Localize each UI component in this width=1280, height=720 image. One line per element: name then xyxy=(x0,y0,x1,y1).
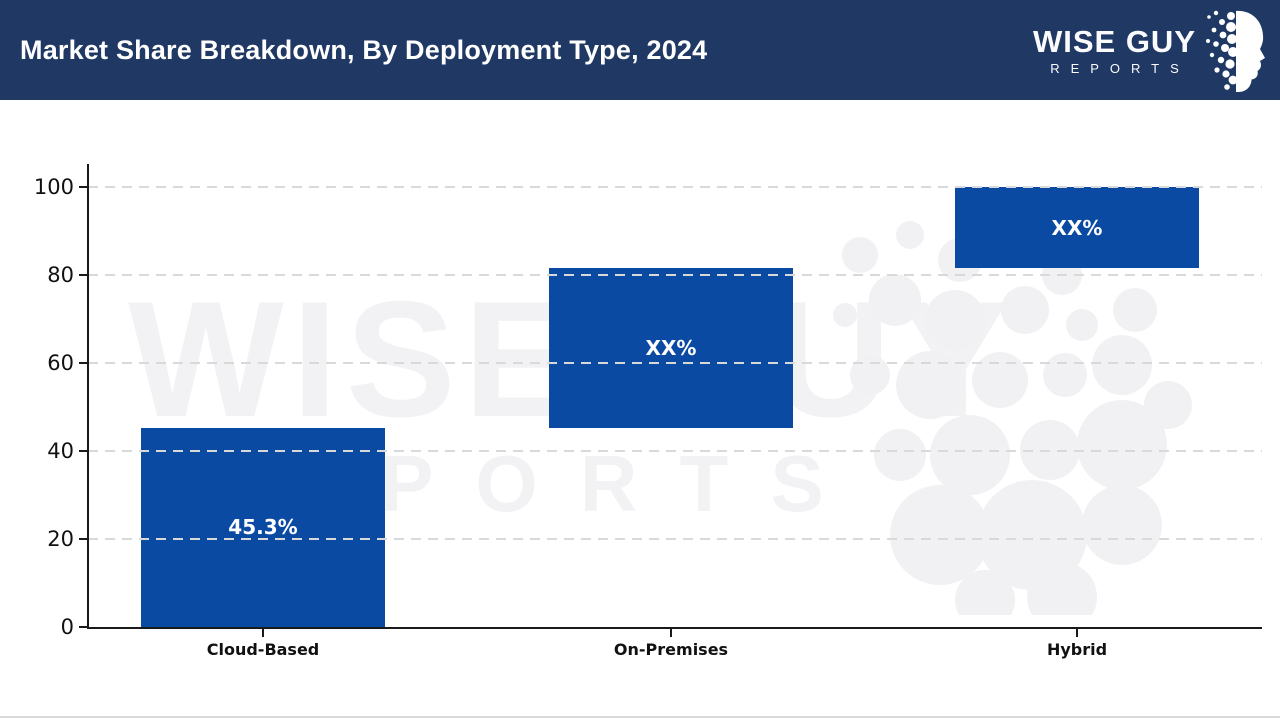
bar-cloud-based xyxy=(141,427,385,627)
page-title: Market Share Breakdown, By Deployment Ty… xyxy=(20,34,708,65)
dotted-head-profile-icon xyxy=(1206,10,1265,92)
y-tick-label: 20 xyxy=(47,527,74,551)
logo-subtitle: REPORTS xyxy=(1050,61,1190,76)
x-tick xyxy=(1076,629,1078,637)
wise-guy-reports-logo: WISE GUY REPORTS xyxy=(1033,6,1266,96)
y-tick-label: 0 xyxy=(60,615,74,639)
y-tick xyxy=(79,450,87,452)
bar-hybrid xyxy=(955,187,1199,269)
x-axis-line xyxy=(87,627,1262,629)
y-tick xyxy=(79,362,87,364)
x-tick-label: On-Premises xyxy=(613,640,729,659)
gridline-40 xyxy=(88,450,1262,452)
y-tick xyxy=(79,274,87,276)
bottom-divider xyxy=(0,716,1280,718)
bar-on-premises xyxy=(549,268,793,428)
y-axis-line xyxy=(87,164,89,629)
bar-value-label: XX% xyxy=(645,336,697,361)
y-tick-label: 80 xyxy=(47,263,74,287)
bar-value-label: XX% xyxy=(1051,215,1103,240)
logo-wordmark: WISE GUY xyxy=(1032,24,1196,59)
header-bar: Market Share Breakdown, By Deployment Ty… xyxy=(0,0,1280,100)
x-tick-label: Hybrid xyxy=(1046,640,1108,659)
y-tick-label: 100 xyxy=(33,175,74,199)
x-tick xyxy=(670,629,672,637)
y-tick xyxy=(79,186,87,188)
logo-text: WISE GUY REPORTS xyxy=(1033,25,1196,77)
bar-value-label: 45.3% xyxy=(228,515,298,540)
gridline-60 xyxy=(88,362,1262,364)
y-tick xyxy=(79,538,87,540)
y-tick-label: 60 xyxy=(47,351,74,375)
x-tick xyxy=(262,629,264,637)
y-tick-label: 40 xyxy=(47,439,74,463)
gridline-80 xyxy=(88,274,1262,276)
gridline-20 xyxy=(88,538,1262,540)
gridline-100 xyxy=(88,186,1262,188)
x-tick-label: Cloud-Based xyxy=(206,640,320,659)
y-tick xyxy=(79,626,87,628)
